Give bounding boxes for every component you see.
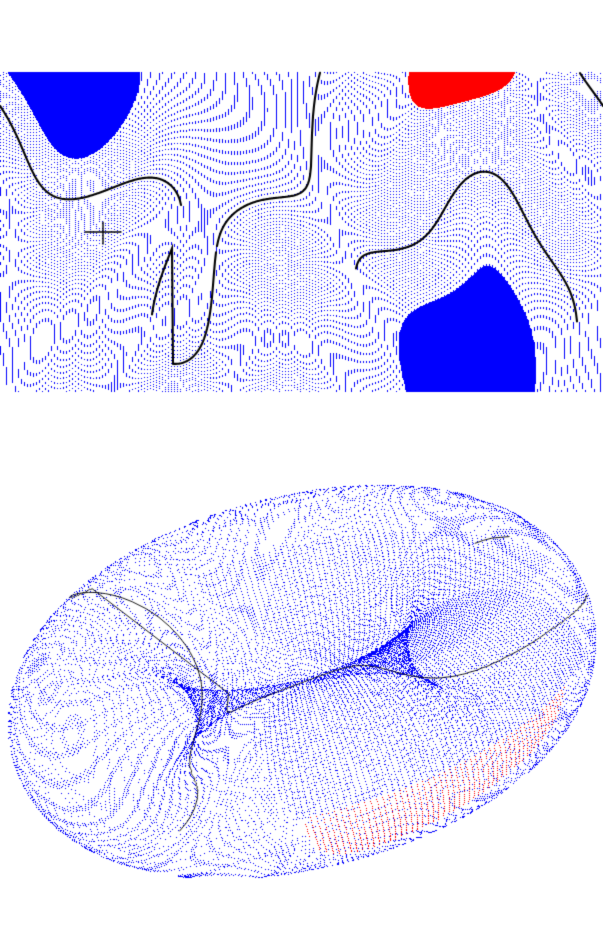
flat-periodic-domain-panel[interactable] [0, 0, 603, 420]
torus-canvas[interactable] [0, 420, 603, 943]
torus-embedding-panel[interactable] [0, 420, 603, 943]
flat-domain-canvas[interactable] [0, 0, 603, 420]
